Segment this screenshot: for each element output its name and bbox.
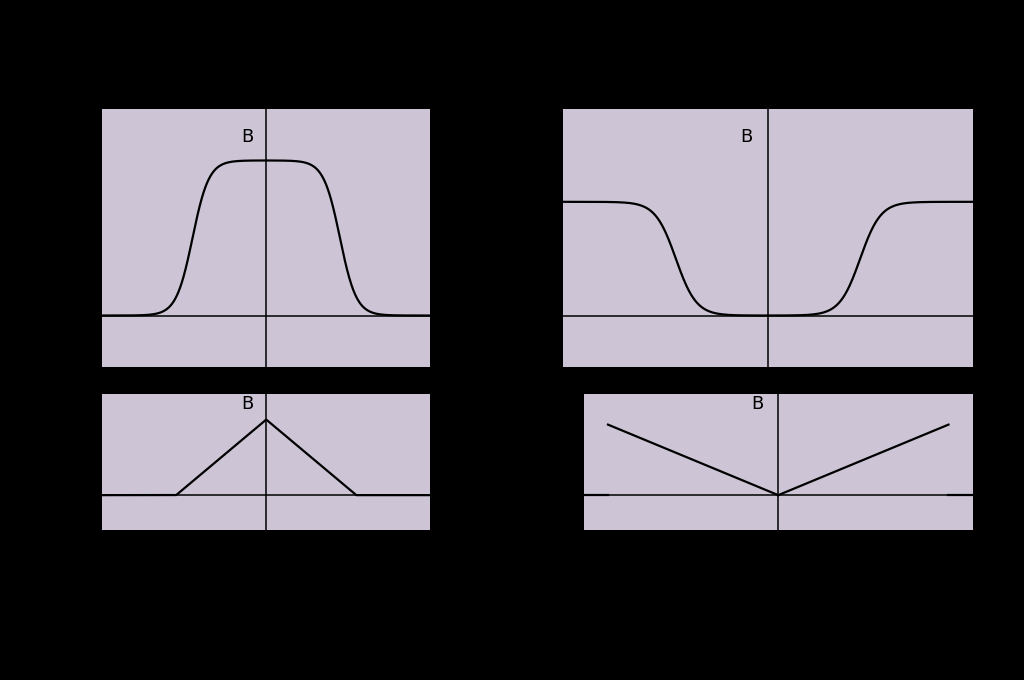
Text: axis.: axis. <box>118 61 163 79</box>
Text: (B): (B) <box>517 249 544 267</box>
Text: (C): (C) <box>78 481 104 499</box>
Text: Distance from the centre
of the solenoid: Distance from the centre of the solenoid <box>231 551 424 583</box>
Text: (D): (D) <box>535 481 563 499</box>
Text: Find the magnetic field due to a solenoid having n turns per unit length at a po: Find the magnetic field due to a solenoi… <box>118 31 991 48</box>
Text: B: B <box>242 128 254 146</box>
Text: Distance from the centre
of the solenoid: Distance from the centre of the solenoid <box>779 551 972 583</box>
Text: B: B <box>242 394 254 413</box>
Text: Distance from the centre
of the solenoid: Distance from the centre of the solenoid <box>774 403 967 435</box>
Text: (A): (A) <box>78 307 104 324</box>
Text: B: B <box>740 128 753 146</box>
Text: 35.: 35. <box>41 31 72 48</box>
Text: Distance from the centre
of the solenoid: Distance from the centre of the solenoid <box>231 403 424 435</box>
Text: B: B <box>752 394 764 413</box>
